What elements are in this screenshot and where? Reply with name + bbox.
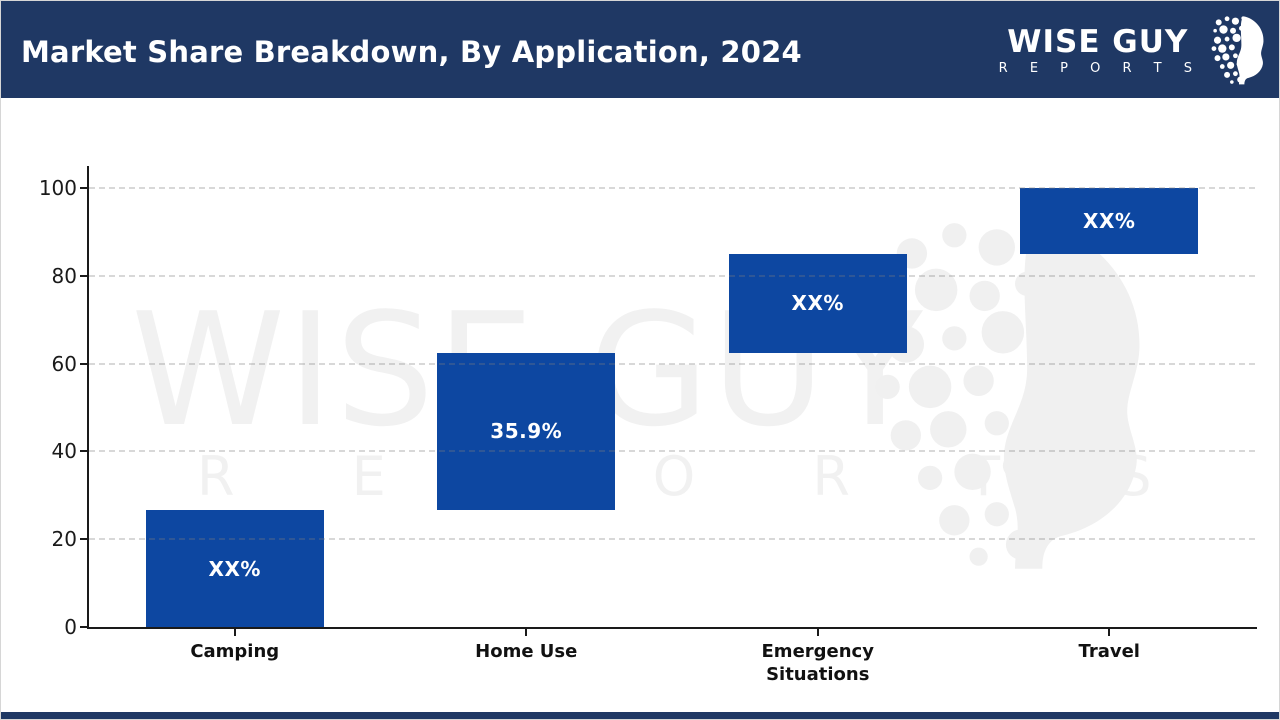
bar-value-label: XX%	[1083, 208, 1136, 233]
y-tick-label: 0	[64, 615, 77, 639]
x-axis-line	[87, 627, 1257, 629]
y-axis-line	[87, 166, 89, 628]
gridline-60	[89, 362, 1255, 365]
y-tick-mark	[80, 450, 87, 453]
y-tick-label: 20	[51, 527, 77, 552]
bar-camping: XX%	[145, 510, 324, 627]
wise-guy-reports-logo: WISE GUY R E P O R T S	[995, 11, 1269, 91]
y-tick-label: 100	[38, 176, 77, 200]
bar-emergency-situations: XX%	[728, 253, 907, 353]
x-tick-mark	[816, 629, 819, 636]
gridline-40	[89, 450, 1255, 453]
logo-wordmark: WISE GUY	[1007, 23, 1189, 60]
page-title: Market Share Breakdown, By Application, …	[21, 35, 802, 69]
x-tick-mark	[1108, 629, 1111, 636]
gridline-100	[89, 187, 1255, 189]
header-bar: Market Share Breakdown, By Application, …	[1, 1, 1279, 98]
bar-home-use: 35.9%	[437, 352, 616, 511]
footer-bar	[1, 712, 1279, 719]
x-tick-mark	[525, 629, 528, 636]
logo-head-icon	[1211, 16, 1264, 85]
y-tick-label: 80	[51, 263, 77, 288]
y-tick-mark	[80, 362, 87, 365]
y-tick-mark	[80, 187, 87, 189]
watermark-subtitle: R E P O R T S	[197, 445, 1202, 508]
gridline-80	[89, 274, 1255, 277]
bar-value-label: 35.9%	[490, 419, 563, 444]
bar-travel: XX%	[1020, 188, 1199, 254]
y-tick-label: 60	[51, 351, 77, 376]
x-category-label: Emergency Situations	[761, 641, 874, 686]
logo-wordmark-block: WISE GUY R E P O R T S	[995, 26, 1201, 77]
bar-value-label: XX%	[208, 556, 261, 581]
bar-value-label: XX%	[791, 291, 844, 316]
x-tick-mark	[233, 629, 236, 636]
gridline-20	[89, 538, 1255, 541]
x-category-label: Camping	[190, 641, 280, 662]
y-tick-mark	[80, 626, 87, 628]
y-tick-mark	[80, 538, 87, 541]
y-tick-mark	[80, 274, 87, 277]
logo-subtitle: R E P O R T S	[998, 61, 1201, 77]
x-category-label: Home Use	[475, 641, 578, 662]
y-tick-label: 40	[51, 439, 77, 464]
x-category-label: Travel	[1078, 641, 1140, 662]
